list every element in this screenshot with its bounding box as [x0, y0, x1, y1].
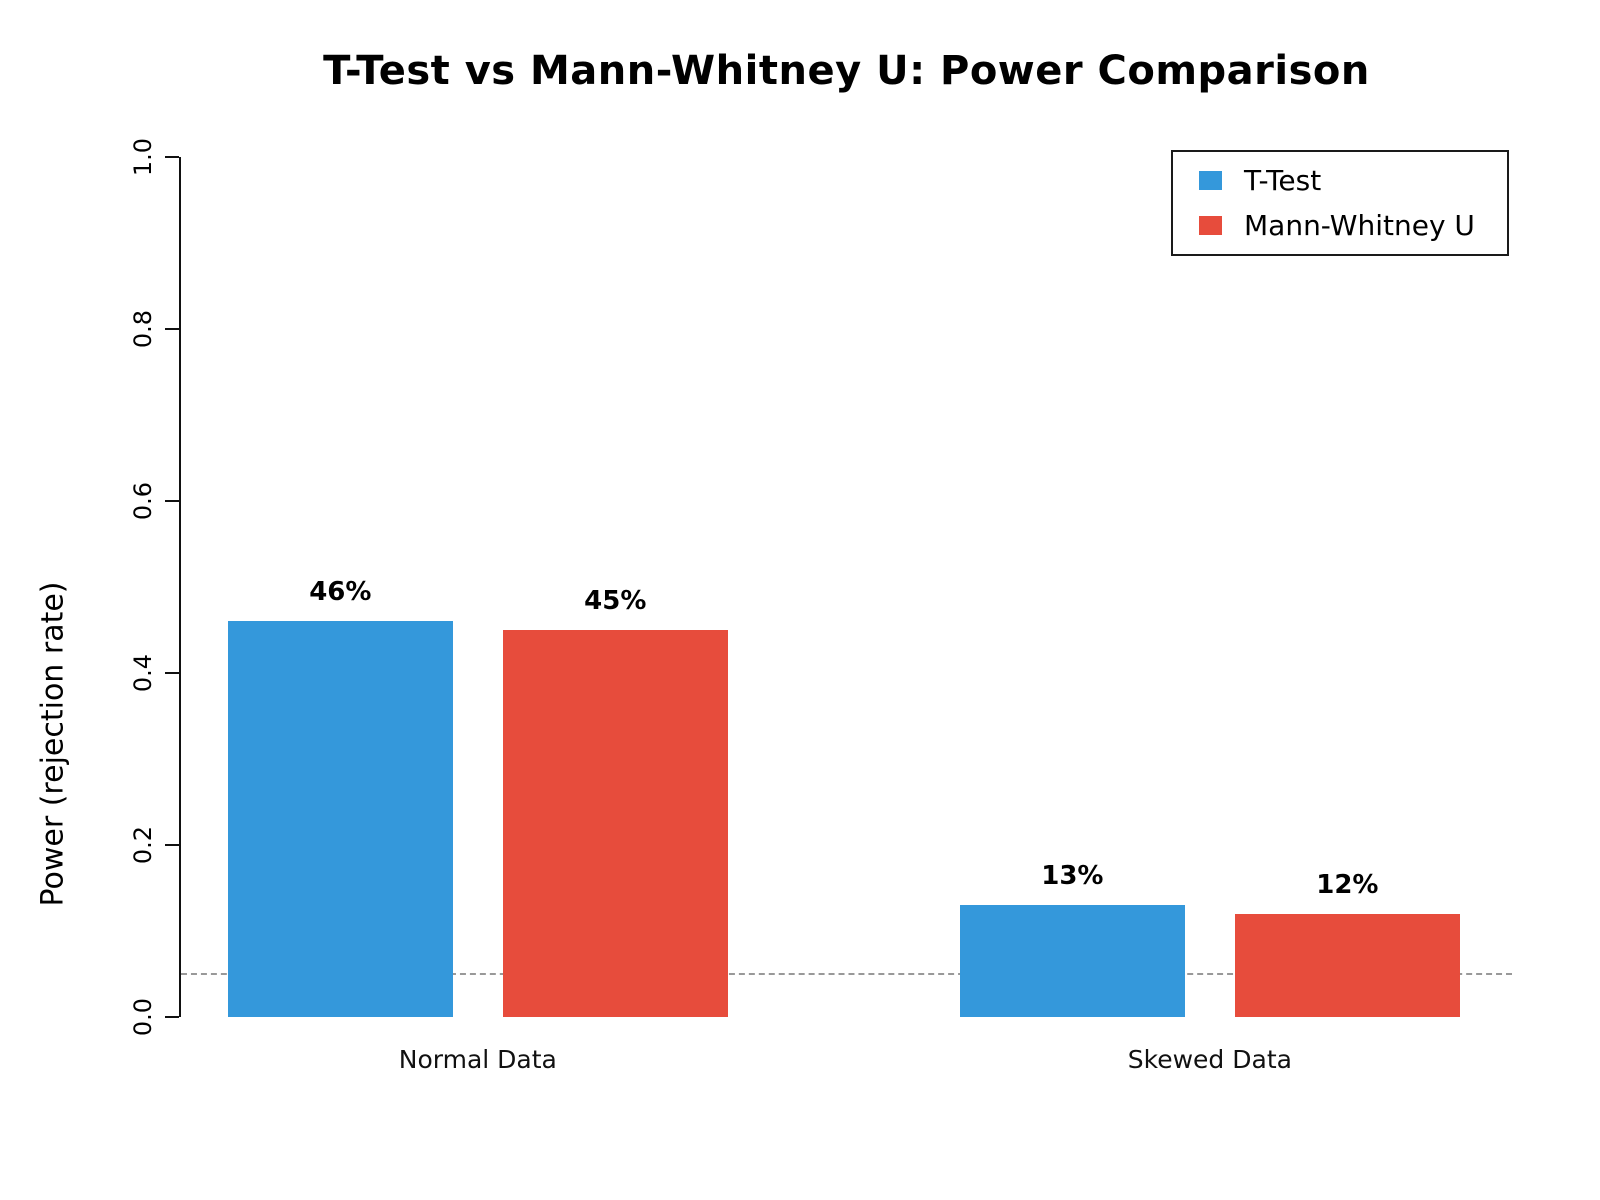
y-tick-label: 0.2: [129, 825, 157, 865]
alpha-reference-line: [181, 973, 1512, 975]
y-tick-mark: [165, 500, 179, 502]
y-axis-label-text: Power (rejection rate): [35, 581, 71, 907]
chart-title: T-Test vs Mann-Whitney U: Power Comparis…: [323, 48, 1370, 94]
bar-value-label: 45%: [584, 586, 647, 616]
legend-item-mannwhitney: Mann-Whitney U: [1199, 209, 1507, 242]
legend-label-ttest: T-Test: [1244, 164, 1322, 197]
y-axis-line: [179, 157, 181, 1017]
mannwhitney-color-swatch: [1199, 216, 1222, 235]
x-category-label-normal: Normal Data: [398, 1045, 557, 1074]
y-tick-label: 0.6: [129, 481, 157, 521]
y-tick-mark: [165, 672, 179, 674]
x-category-label-skewed: Skewed Data: [1127, 1045, 1292, 1074]
y-tick-mark: [165, 1016, 179, 1018]
bar-mannwhitney-normal: [502, 630, 728, 1017]
bar-ttest-normal: [227, 621, 453, 1017]
bar-value-label: 12%: [1316, 869, 1379, 900]
bar-value-label: 13%: [1041, 861, 1104, 892]
bar-value-label: 46%: [309, 577, 372, 608]
legend-item-ttest: T-Test: [1199, 164, 1507, 197]
y-tick-label: 1.0: [129, 137, 157, 177]
legend-label-mannwhitney: Mann-Whitney U: [1244, 209, 1475, 242]
y-tick-label: 0.0: [129, 997, 157, 1037]
y-tick-mark: [165, 844, 179, 846]
y-tick-label: 0.4: [129, 653, 157, 693]
plot-area: 0.0 0.2 0.4 0.6 0.8 1.0 Power (rejection rate…: [36, 138, 1512, 1074]
y-tick-label: 0.8: [129, 309, 157, 349]
ttest-color-swatch: [1199, 171, 1222, 190]
bar-mannwhitney-skewed: [1234, 913, 1460, 1017]
bar-ttest-skewed: [959, 905, 1185, 1017]
y-tick-mark: [165, 328, 179, 330]
legend: T-Test Mann-Whitney U: [1171, 150, 1509, 256]
y-tick-mark: [165, 156, 179, 158]
